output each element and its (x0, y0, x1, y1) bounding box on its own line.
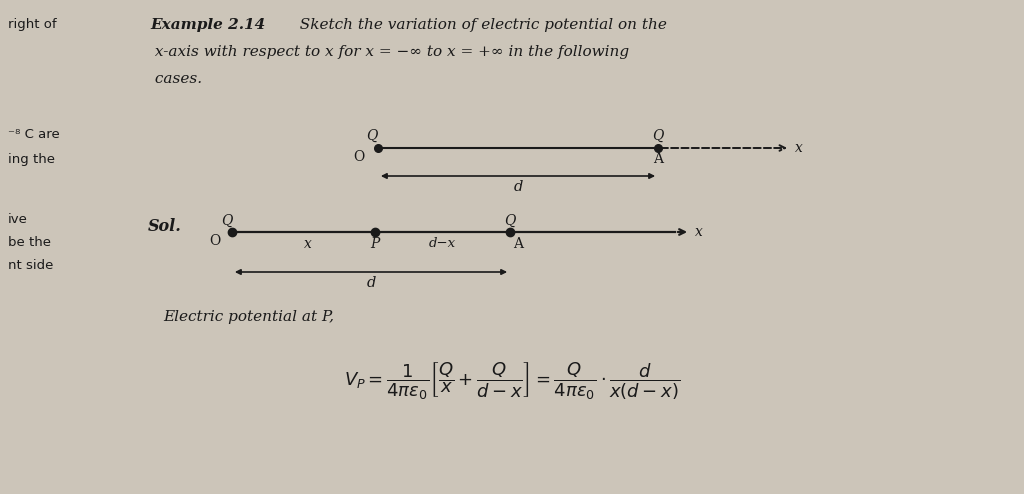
Text: d−x: d−x (428, 237, 456, 250)
Text: Electric potential at P,: Electric potential at P, (163, 310, 334, 324)
Text: x: x (304, 237, 312, 251)
Text: right of: right of (8, 18, 56, 31)
Text: be the: be the (8, 236, 51, 249)
Text: ive: ive (8, 213, 28, 226)
Text: ing the: ing the (8, 153, 55, 166)
Text: cases.: cases. (150, 72, 202, 86)
Text: Q: Q (367, 129, 378, 143)
Text: O: O (209, 234, 220, 248)
Text: ⁻⁸ C are: ⁻⁸ C are (8, 128, 59, 141)
Text: Sketch the variation of electric potential on the: Sketch the variation of electric potenti… (290, 18, 667, 32)
Text: d: d (367, 276, 376, 290)
Text: A: A (653, 152, 663, 166)
Text: x: x (695, 225, 702, 239)
Text: Sol.: Sol. (148, 218, 182, 235)
Text: O: O (353, 150, 365, 164)
Text: Q: Q (504, 214, 516, 228)
Text: Q: Q (221, 214, 232, 228)
Text: $V_P = \dfrac{1}{4\pi\varepsilon_0}\left[\dfrac{Q}{x}+\dfrac{Q}{d-x}\right]=\dfr: $V_P = \dfrac{1}{4\pi\varepsilon_0}\left… (344, 360, 680, 401)
Text: Example 2.14: Example 2.14 (150, 18, 265, 32)
Text: x: x (795, 141, 803, 155)
Text: Q: Q (652, 129, 664, 143)
Text: nt side: nt side (8, 259, 53, 272)
Text: d: d (513, 180, 522, 194)
Text: A: A (513, 237, 523, 251)
Text: P: P (371, 237, 380, 251)
Text: x-axis with respect to x for x = −∞ to x = +∞ in the following: x-axis with respect to x for x = −∞ to x… (150, 45, 629, 59)
